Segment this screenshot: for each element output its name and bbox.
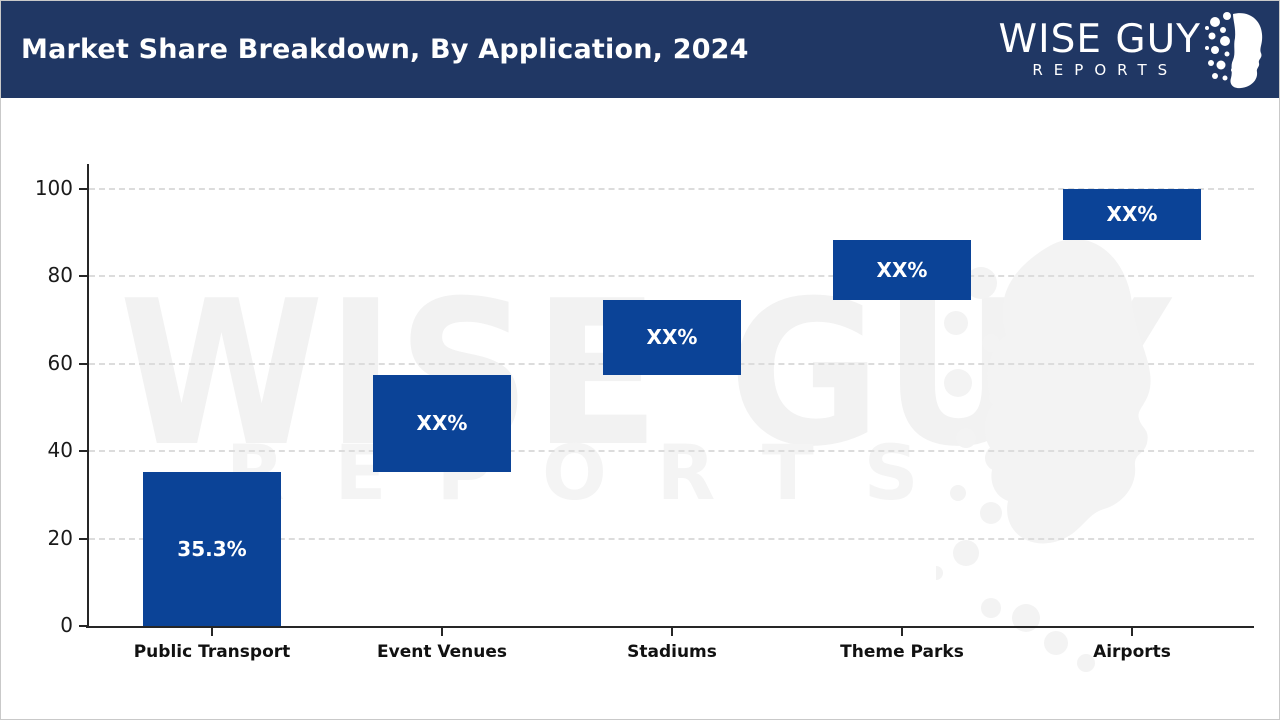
y-axis-line — [87, 164, 89, 628]
category-label-3: Theme Parks — [840, 642, 964, 662]
bar-public-transport: 35.3% — [143, 471, 281, 626]
watermark-face-icon — [936, 239, 1151, 672]
category-label-1: Event Venues — [377, 642, 507, 662]
category-label-2: Stadiums — [627, 642, 717, 662]
y-tick-label-0: 0 — [60, 613, 73, 637]
y-tick-40 — [79, 450, 87, 452]
wise-guy-logo: WISE GUY REPORTS — [999, 8, 1267, 92]
y-tick-60 — [79, 362, 87, 365]
gridline-100 — [89, 187, 1254, 190]
logo-reports-text: REPORTS — [1032, 61, 1179, 79]
x-tick-4 — [1131, 628, 1133, 636]
bar-value-label: 35.3% — [177, 536, 247, 561]
category-label-4: Airports — [1093, 642, 1171, 662]
y-tick-label-100: 100 — [34, 175, 73, 200]
x-tick-0 — [211, 628, 213, 636]
bar-value-label: XX% — [1106, 202, 1158, 227]
x-tick-1 — [441, 628, 443, 636]
logo-text: WISE GUY REPORTS — [999, 20, 1201, 79]
bar-value-label: XX% — [416, 411, 468, 436]
x-tick-3 — [901, 628, 903, 636]
y-tick-label-80: 80 — [47, 263, 73, 287]
header-band: Market Share Breakdown, By Application, … — [1, 1, 1279, 98]
x-axis-line — [86, 626, 1254, 628]
x-tick-2 — [671, 628, 673, 636]
bar-theme-parks: XX% — [833, 240, 971, 300]
logo-face-icon — [1205, 11, 1263, 88]
category-label-0: Public Transport — [133, 642, 291, 662]
y-tick-label-40: 40 — [47, 438, 73, 462]
y-tick-label-20: 20 — [47, 525, 73, 550]
bar-value-label: XX% — [876, 257, 928, 282]
bar-event-venues: XX% — [373, 375, 511, 472]
gridline-20 — [89, 537, 1254, 540]
y-tick-0 — [79, 625, 87, 627]
logo-wiseguy-text: WISE GUY — [998, 17, 1201, 62]
page-title: Market Share Breakdown, By Application, … — [21, 34, 749, 65]
gridline-40 — [89, 450, 1254, 452]
y-tick-80 — [79, 275, 87, 277]
bar-stadiums: XX% — [603, 299, 741, 376]
bar-value-label: XX% — [646, 325, 698, 350]
y-tick-20 — [79, 537, 87, 540]
plot-area: WISE GUY REPORTS 02040608010035.3%Public… — [1, 98, 1279, 719]
bar-airports: XX% — [1063, 188, 1201, 241]
gridline-80 — [89, 275, 1254, 277]
y-tick-label-60: 60 — [47, 350, 73, 375]
y-tick-100 — [79, 187, 87, 190]
